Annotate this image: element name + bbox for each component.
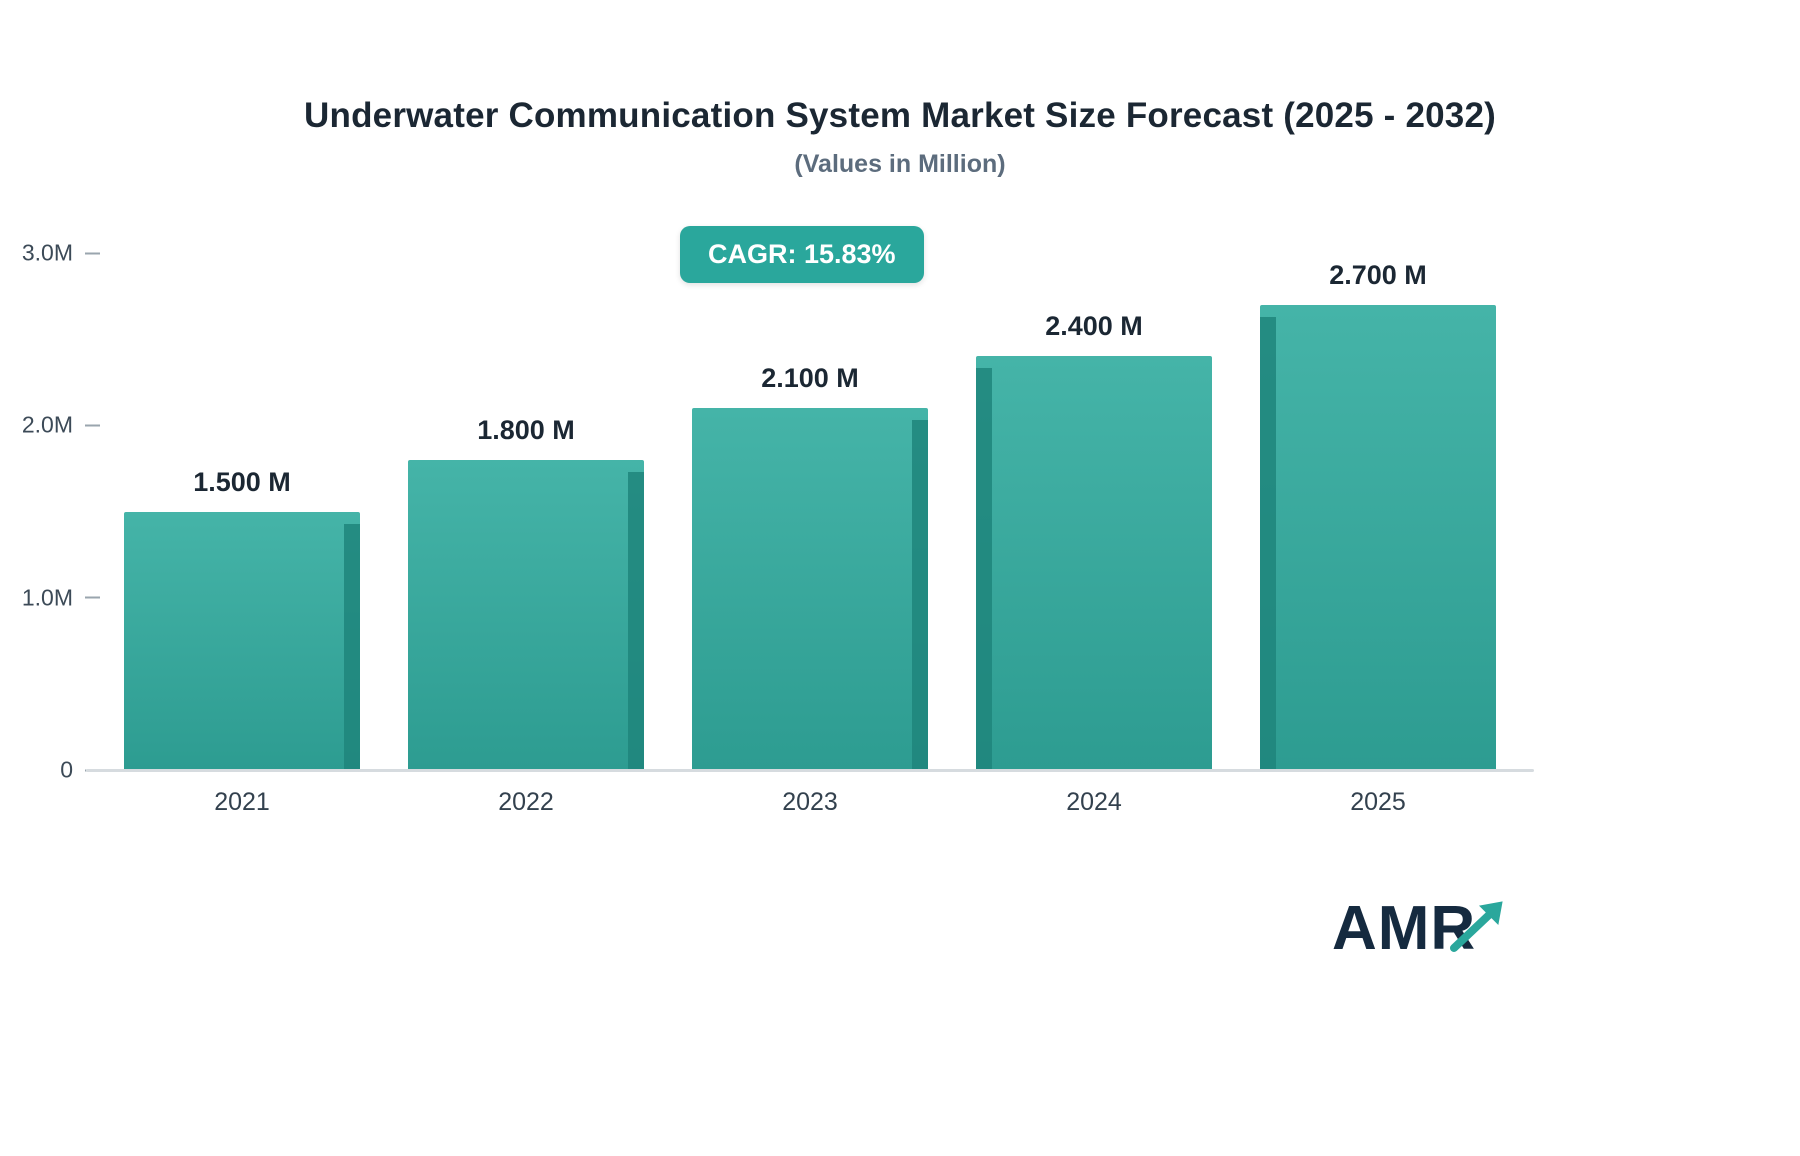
bar-group: 1.800 M	[384, 253, 668, 770]
bar-side-shade	[912, 420, 928, 770]
x-axis-label: 2023	[782, 788, 838, 816]
bar-side-shade	[976, 368, 992, 770]
y-axis-tick: 0	[0, 757, 100, 784]
amr-logo-text: AMR	[1332, 894, 1477, 963]
y-axis-tick-label: 0	[60, 756, 73, 783]
tick-mark	[85, 596, 100, 599]
tick-mark	[85, 252, 100, 254]
y-axis-tick: 2.0M	[0, 412, 100, 439]
chart-subtitle: (Values in Million)	[794, 150, 1006, 178]
chart-title: Underwater Communication System Market S…	[304, 96, 1496, 135]
bar-side-shade	[628, 471, 644, 770]
bar	[408, 459, 644, 770]
chart-area: 0 1.0M 2.0M 3.0M 1.500 M 1.800 M 2.100 M 2.400…	[22, 240, 1534, 783]
amr-logo-arrow-icon	[1450, 900, 1503, 952]
x-axis-labels: 2021 2022 2023 2024 2025	[100, 788, 1520, 817]
tick-mark	[85, 424, 100, 427]
bar-side-shade	[344, 523, 360, 770]
bar	[692, 408, 928, 770]
y-axis-tick: 1.0M	[0, 584, 100, 611]
bar-group: 1.500 M	[100, 253, 384, 770]
y-axis: 0 1.0M 2.0M 3.0M	[0, 240, 100, 783]
x-axis-label: 2025	[1350, 788, 1406, 816]
bar	[1260, 304, 1496, 770]
cagr-badge: CAGR: 15.83%	[680, 226, 924, 283]
amr-logo: AMR	[1332, 893, 1508, 964]
x-axis-label: 2021	[214, 788, 270, 816]
bar-value-label: 2.400 M	[1045, 311, 1143, 342]
plot-area: 1.500 M 1.800 M 2.100 M 2.400 M 2.700 M	[100, 253, 1520, 770]
bar-group: 2.700 M	[1236, 253, 1520, 770]
y-axis-tick-label: 3.0M	[21, 239, 73, 266]
bar-side-shade	[1260, 316, 1276, 770]
y-axis-tick: 3.0M	[0, 240, 100, 267]
bar	[124, 511, 360, 770]
bar-value-label: 1.500 M	[193, 466, 291, 497]
y-axis-tick-label: 2.0M	[21, 411, 73, 438]
x-axis-line	[86, 769, 1534, 772]
x-axis-label: 2024	[1066, 788, 1122, 816]
bar-value-label: 2.100 M	[761, 363, 859, 394]
bar	[976, 356, 1212, 770]
bar-value-label: 1.800 M	[477, 414, 575, 445]
bar-group: 2.100 M	[668, 253, 952, 770]
y-axis-tick-label: 1.0M	[21, 584, 73, 611]
bar-value-label: 2.700 M	[1329, 259, 1427, 290]
x-axis-label: 2022	[498, 788, 554, 816]
cagr-badge-label: CAGR: 15.83%	[708, 239, 896, 269]
bar-group: 2.400 M	[952, 253, 1236, 770]
